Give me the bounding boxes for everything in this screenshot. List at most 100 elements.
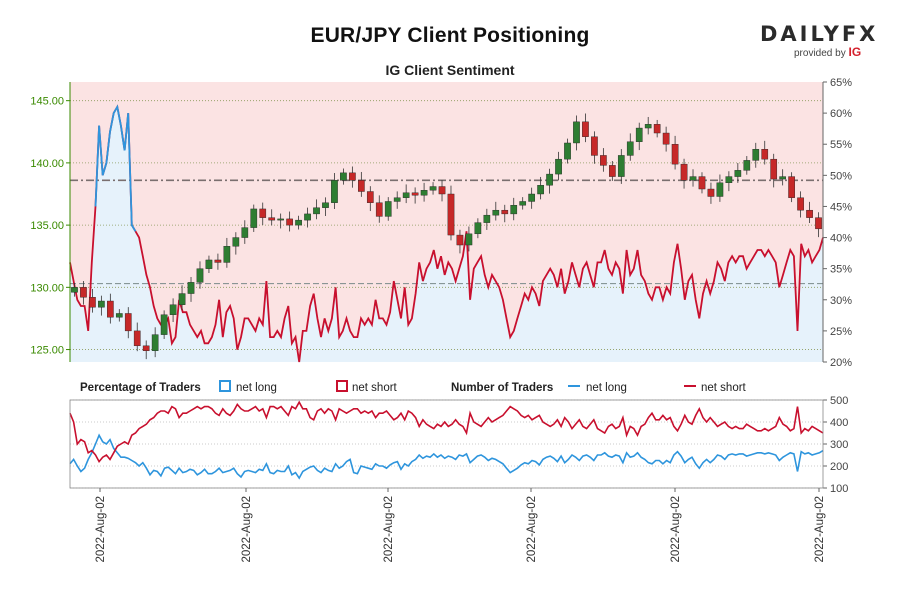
date-tick-label: 2022-Aug-02 (241, 496, 253, 563)
candle-body (591, 136, 598, 156)
pct-tick-label: 25% (830, 326, 852, 338)
legend-pct-short: net short (352, 382, 398, 394)
ig-logo: IG (848, 45, 862, 59)
candle-body (797, 197, 804, 211)
candle-body (528, 193, 535, 202)
candle-body (250, 208, 258, 228)
brand-provider: provided by IG (794, 45, 870, 59)
price-tick-label: 130.00 (30, 282, 64, 294)
candle-body (644, 124, 652, 129)
legend-pct-long: net long (236, 382, 277, 394)
candle-body (752, 148, 760, 161)
candle-body (107, 300, 114, 318)
candle-body (743, 160, 751, 171)
candle-body (600, 155, 607, 166)
candle-body (438, 186, 446, 195)
candle-body (322, 202, 329, 208)
candle-body (447, 193, 455, 236)
candle-body (232, 237, 240, 247)
brand-wordmark: DAILYFX (760, 22, 879, 46)
chart-subtitle: IG Client Sentiment (385, 62, 515, 78)
candle-body (492, 209, 500, 216)
legend: Percentage of Traders net long net short… (80, 380, 747, 394)
candle-body (707, 188, 715, 197)
candle-body (259, 208, 267, 218)
candle-body (779, 176, 786, 180)
pct-tick-label: 60% (830, 108, 852, 120)
candle-body (277, 218, 284, 221)
candle-body (80, 287, 87, 298)
candle-body (411, 192, 419, 196)
candle-body (564, 142, 571, 160)
trader-count-plot: 100 200 300 400 500 (69, 395, 848, 495)
candle-body (456, 234, 464, 246)
pct-tick-label: 30% (830, 295, 852, 307)
candle-body (340, 172, 347, 181)
candle-body (358, 180, 365, 192)
candle-body (313, 207, 320, 215)
pct-tick-label: 50% (830, 170, 852, 182)
date-tick-label: 2022-Aug-02 (814, 496, 826, 563)
candle-body (537, 185, 544, 195)
candle-body (788, 176, 795, 198)
candle-body (214, 259, 222, 263)
pct-tick-label: 55% (830, 139, 852, 151)
candle-body (671, 144, 679, 165)
count-short-line (69, 400, 824, 464)
candle-body (375, 202, 383, 217)
candle-body (169, 304, 177, 315)
candle-body (366, 191, 374, 203)
candle-body (205, 259, 213, 269)
chart-title: EUR/JPY Client Positioning (310, 24, 590, 47)
candle-body (178, 293, 186, 305)
date-tick-label: 2022-Aug-02 (95, 496, 107, 563)
candle-body (465, 233, 473, 246)
pct-tick-label: 65% (830, 77, 852, 89)
candle-body (815, 217, 822, 230)
candle-body (573, 121, 580, 144)
candle-body (71, 287, 78, 293)
candle-body (420, 190, 428, 196)
count-plot-frame (69, 399, 824, 489)
candle-body (653, 124, 661, 134)
candle-body (115, 313, 123, 318)
candle-body (725, 176, 733, 183)
candle-body (286, 218, 293, 226)
pct-tick-label: 45% (830, 201, 852, 213)
candle-body (151, 334, 159, 352)
candle-body (501, 209, 509, 215)
net-short-area (70, 82, 823, 362)
candle-body (555, 158, 562, 175)
candle-body (806, 209, 813, 218)
legend-pct-short-swatch (336, 380, 348, 392)
price-tick-label: 135.00 (30, 220, 64, 232)
candle-body (393, 197, 401, 202)
brand-provider-text: provided by (794, 48, 846, 59)
candle-body (680, 163, 688, 181)
legend-pct-long-swatch (219, 380, 231, 392)
date-axis: 2022-Aug-02 2022-Aug-02 2022-Aug-02 2022-Au… (95, 488, 826, 563)
count-tick-label: 300 (830, 439, 848, 451)
pct-tick-label: 20% (830, 357, 852, 369)
legend-num-title: Number of Traders (451, 382, 553, 394)
candle-body (89, 297, 96, 308)
candle-body (635, 127, 643, 142)
legend-num-short: net short (701, 382, 747, 394)
candle-body (142, 345, 150, 352)
candle-body (474, 222, 482, 235)
pct-tick-label: 35% (830, 264, 852, 276)
count-tick-label: 200 (830, 461, 848, 473)
date-tick-label: 2022-Aug-02 (383, 496, 395, 563)
candle-body (761, 148, 769, 160)
candle-body (609, 165, 616, 177)
candle-body (124, 313, 132, 332)
candle-body (689, 176, 697, 181)
candle-body (196, 268, 204, 283)
count-tick-label: 100 (830, 483, 848, 495)
candle-body (304, 213, 311, 221)
candle-body (770, 158, 778, 180)
candle-body (295, 219, 302, 226)
candle-body (546, 173, 553, 186)
net-long-area (70, 106, 823, 363)
